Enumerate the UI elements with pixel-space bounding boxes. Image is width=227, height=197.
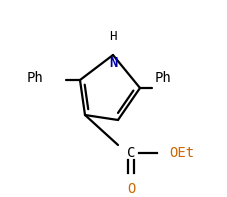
Text: OEt: OEt [169,146,194,160]
Text: Ph: Ph [155,71,171,85]
Text: O: O [127,182,135,196]
Text: N: N [109,56,117,70]
Text: H: H [109,30,117,43]
Text: Ph: Ph [27,71,43,85]
Text: C: C [127,146,135,160]
